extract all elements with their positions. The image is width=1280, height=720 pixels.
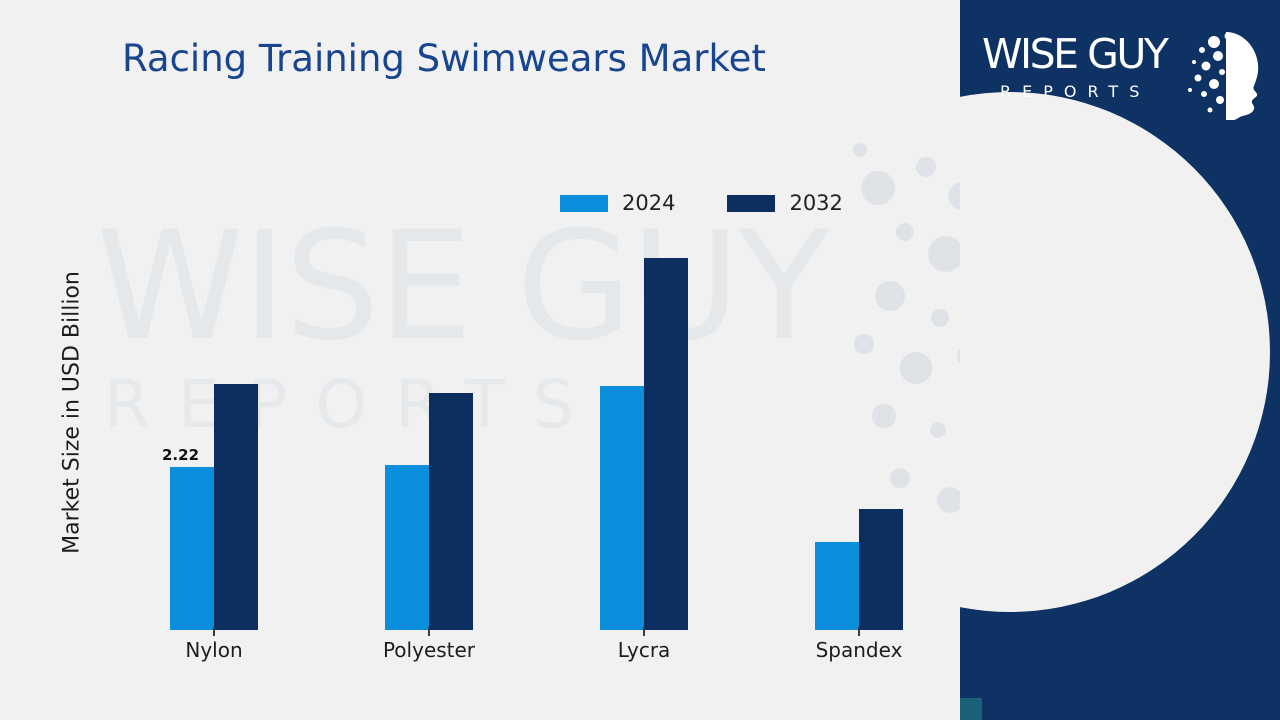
bar-group-lycra [600, 233, 688, 630]
legend-swatch-2024 [560, 195, 608, 212]
x-axis-label-lycra: Lycra [617, 638, 671, 662]
x-axis-tick-lycra [643, 627, 645, 636]
bar-lycra-2024[interactable] [600, 386, 644, 630]
bar-nylon-2024[interactable]: 2.22 [162, 446, 214, 630]
x-axis-tick-nylon [213, 627, 215, 636]
legend-swatch-2032 [727, 195, 776, 212]
bar-spandex-2032[interactable] [859, 509, 903, 630]
bar-value-label-nylon-2024: 2.22 [162, 446, 200, 464]
logo-reports-text: REPORTS [1000, 82, 1151, 101]
x-axis-label-nylon: Nylon [185, 638, 243, 662]
y-axis-label: Market Size in USD Billion [59, 271, 85, 554]
legend-label-2024: 2024 [622, 191, 676, 215]
bar-polyester-2032[interactable] [429, 393, 473, 630]
x-axis-label-spandex: Spandex [815, 638, 903, 662]
chart-legend: 2024 2032 [560, 193, 843, 214]
logo-head-dots-icon [1188, 32, 1259, 120]
panel-teal-accent [960, 698, 982, 720]
bar-group-nylon: 2.22 [162, 233, 258, 630]
x-axis-tick-polyester [428, 627, 430, 636]
logo-wiseguy-text: WISE GUY [982, 30, 1169, 78]
wiseguy-reports-logo: WISE GUY REPORTS [982, 28, 1262, 120]
x-axis-tick-spandex [858, 627, 860, 636]
bar-spandex-2024[interactable] [815, 542, 859, 630]
x-axis-label-polyester: Polyester [382, 638, 476, 662]
plot-area: 2.22 Nylon Polyester Lycra Spandex [95, 230, 945, 662]
bar-lycra-2032[interactable] [644, 258, 688, 630]
bar-group-spandex [815, 233, 903, 630]
bar-group-polyester [385, 233, 473, 630]
page-title: Racing Training Swimwears Market [122, 37, 766, 80]
bar-nylon-2032[interactable] [214, 384, 258, 630]
bar-polyester-2024[interactable] [385, 465, 429, 630]
brand-panel: WISE GUY REPORTS [960, 0, 1280, 720]
legend-item-2024[interactable]: 2024 [560, 193, 675, 214]
legend-label-2032: 2032 [789, 191, 843, 215]
legend-item-2032[interactable]: 2032 [727, 191, 843, 215]
